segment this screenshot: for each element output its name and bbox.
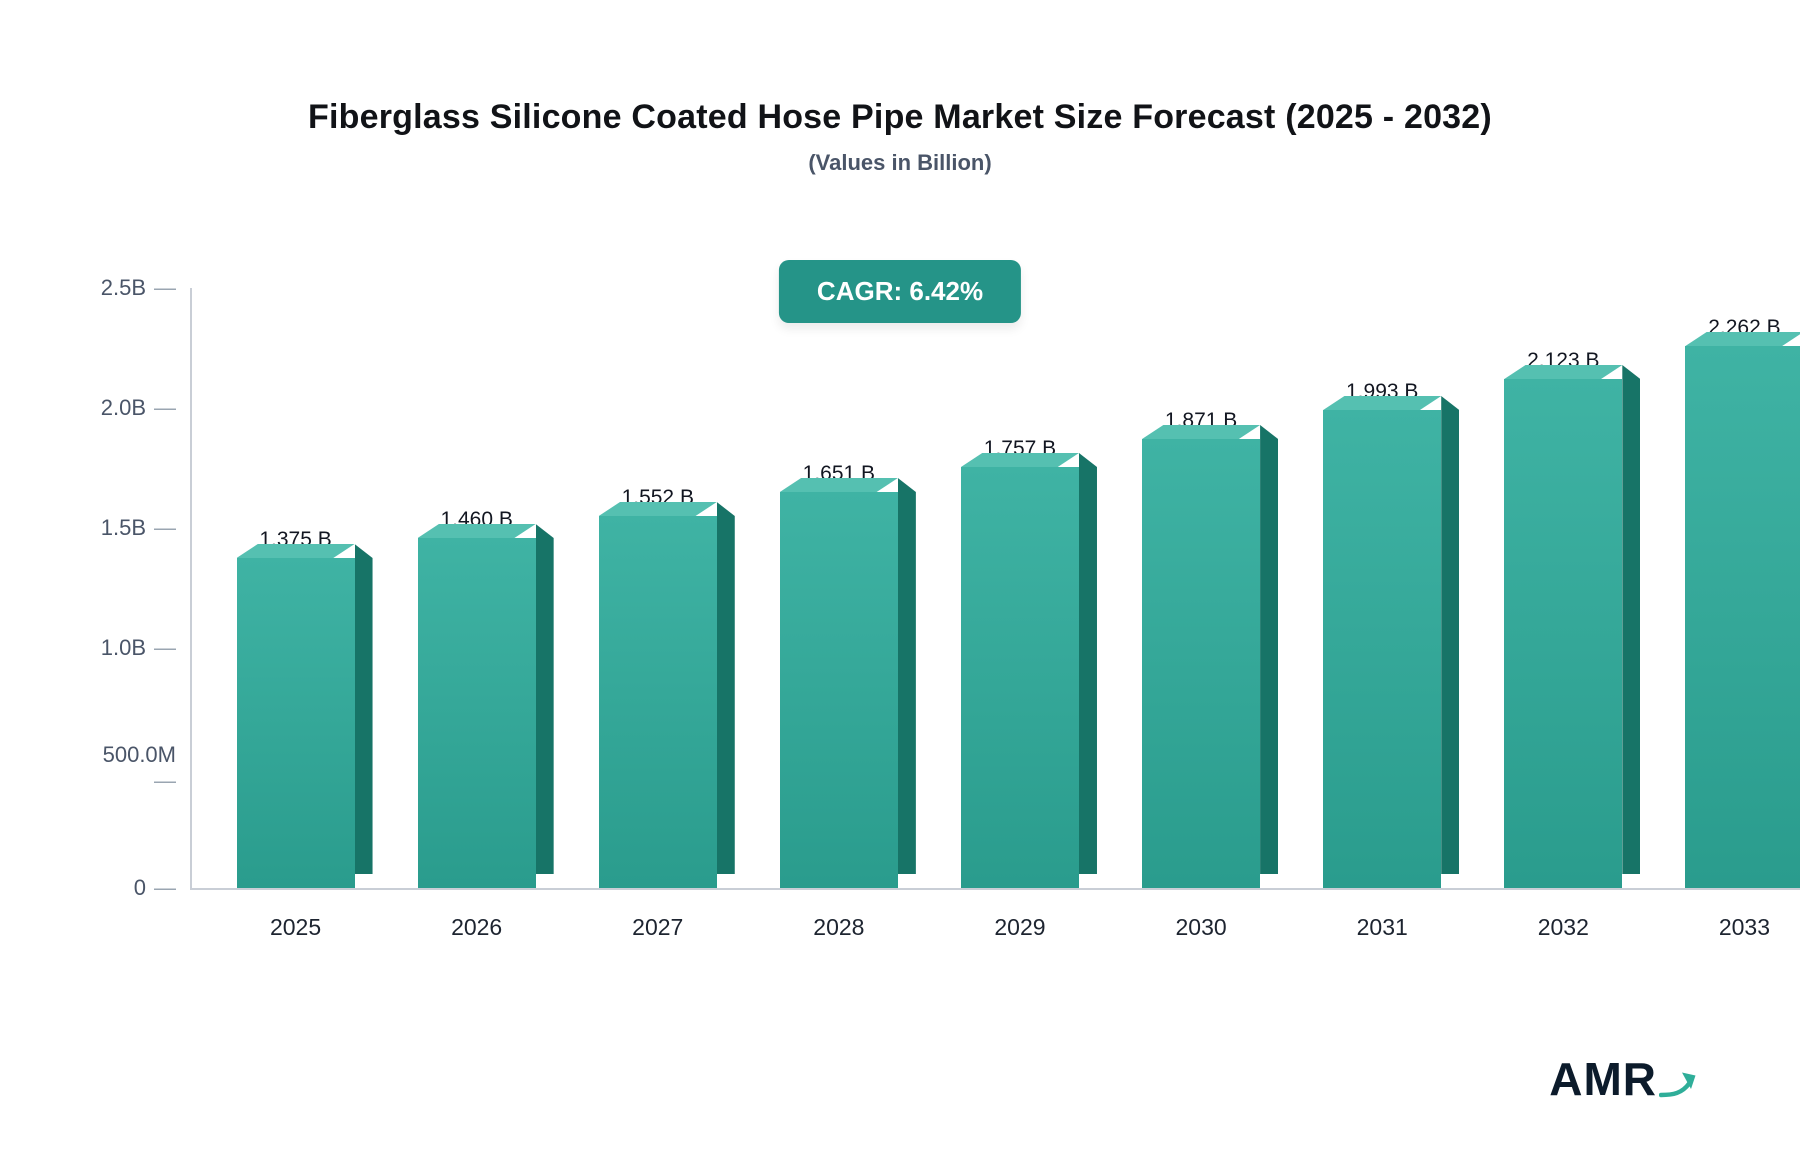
bar-group-2025: 1.375 B [221, 288, 371, 888]
bar-group-2028: 1.651 B [764, 288, 914, 888]
bar-group-2031: 1.993 B [1307, 288, 1457, 888]
bar-group-2027: 1.552 B [583, 288, 733, 888]
y-tick-4: 500.0M— [95, 742, 190, 794]
x-label-2026: 2026 [402, 914, 552, 941]
chart-subtitle: (Values in Billion) [0, 150, 1800, 176]
x-label-2028: 2028 [764, 914, 914, 941]
bar-group-2032: 2.123 B [1488, 288, 1638, 888]
chart-container: Fiberglass Silicone Coated Hose Pipe Mar… [0, 0, 1800, 1156]
y-tick-0: 2.5B — [95, 275, 190, 301]
plot-area: 2.5B — 2.0B — 1.5B — 1.0B — 500.0M— 0— 1.375… [95, 288, 1755, 888]
bar-2033[interactable] [1685, 346, 1800, 888]
bar-group-2029: 1.757 B [945, 288, 1095, 888]
amr-logo: AMR [1549, 1052, 1705, 1106]
chart-title: Fiberglass Silicone Coated Hose Pipe Mar… [0, 98, 1800, 137]
x-label-2029: 2029 [945, 914, 1095, 941]
bar-2030[interactable] [1142, 439, 1260, 888]
bar-2028[interactable] [780, 492, 898, 888]
trend-arrow-icon [1659, 1068, 1705, 1098]
x-label-2025: 2025 [221, 914, 371, 941]
y-tick-1: 2.0B — [95, 395, 190, 421]
bar-group-2033: 2.262 B [1669, 288, 1800, 888]
bar-2027[interactable] [599, 516, 717, 888]
x-axis-baseline [190, 888, 1800, 890]
bar-group-2026: 1.460 B [402, 288, 552, 888]
x-label-2033: 2033 [1669, 914, 1800, 941]
bar-2032[interactable] [1504, 379, 1622, 888]
y-axis: 2.5B — 2.0B — 1.5B — 1.0B — 500.0M— 0— [95, 288, 190, 888]
y-tick-3: 1.0B — [95, 635, 190, 661]
x-axis-labels: 2025 2026 2027 2028 2029 2030 2031 2032 … [190, 896, 1800, 941]
bar-group-2030: 1.871 B [1126, 288, 1276, 888]
bar-2029[interactable] [961, 467, 1079, 888]
bar-2026[interactable] [418, 538, 536, 888]
bar-2025[interactable] [237, 558, 355, 888]
bar-series: 1.375 B 1.460 B 1.552 B [190, 288, 1800, 888]
y-tick-2: 1.5B — [95, 515, 190, 541]
x-label-2031: 2031 [1307, 914, 1457, 941]
y-tick-5: 0— [95, 875, 190, 901]
bar-2031[interactable] [1323, 410, 1441, 888]
x-label-2030: 2030 [1126, 914, 1276, 941]
x-label-2032: 2032 [1488, 914, 1638, 941]
x-label-2027: 2027 [583, 914, 733, 941]
